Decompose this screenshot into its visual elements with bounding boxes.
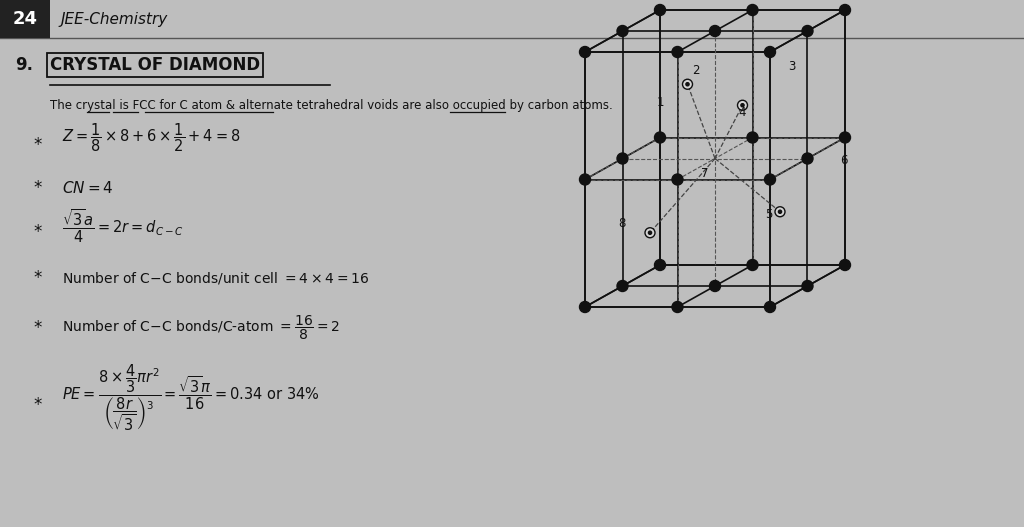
Text: 1: 1 [657,96,665,109]
Text: 9.: 9. [15,56,33,74]
Text: Number of C$-$C bonds/C-atom $= \dfrac{16}{8} = 2$: Number of C$-$C bonds/C-atom $= \dfrac{1… [62,314,340,342]
Circle shape [802,280,813,291]
Text: 5: 5 [766,208,773,221]
Circle shape [802,153,813,164]
Circle shape [672,301,683,313]
Circle shape [654,132,666,143]
Text: *: * [34,319,42,337]
Circle shape [746,132,758,143]
Circle shape [654,259,666,270]
Text: JEE-Chemistry: JEE-Chemistry [60,12,167,26]
Text: 7: 7 [701,167,709,180]
Circle shape [737,100,748,110]
Circle shape [765,174,775,185]
FancyBboxPatch shape [0,0,50,38]
Circle shape [672,46,683,57]
Circle shape [645,228,655,238]
Text: 24: 24 [12,10,38,28]
Circle shape [686,83,689,86]
Circle shape [710,25,721,36]
Circle shape [580,301,591,313]
Text: $PE = \dfrac{8\times\dfrac{4}{3}\pi r^{2}}{\left(\dfrac{8r}{\sqrt{3}}\right)^{3}: $PE = \dfrac{8\times\dfrac{4}{3}\pi r^{2… [62,363,319,433]
Circle shape [840,132,851,143]
Circle shape [617,153,628,164]
Circle shape [765,46,775,57]
Circle shape [672,174,683,185]
Text: Number of C$-$C bonds/unit cell $= 4\times4=16$: Number of C$-$C bonds/unit cell $= 4\tim… [62,270,370,286]
Circle shape [741,104,744,107]
Circle shape [765,301,775,313]
Circle shape [580,174,591,185]
Circle shape [775,207,785,217]
Circle shape [778,210,781,213]
Circle shape [617,280,628,291]
Circle shape [802,25,813,36]
Circle shape [648,231,651,235]
Circle shape [840,259,851,270]
Text: *: * [34,223,42,241]
Circle shape [683,79,692,89]
Text: 2: 2 [692,64,700,76]
Text: CRYSTAL OF DIAMOND: CRYSTAL OF DIAMOND [50,56,260,74]
Text: $CN = 4$: $CN = 4$ [62,180,114,196]
Circle shape [617,25,628,36]
Text: *: * [34,396,42,414]
Circle shape [746,259,758,270]
Text: 6: 6 [841,154,848,167]
Circle shape [746,5,758,15]
Text: *: * [34,269,42,287]
Text: 4: 4 [738,106,746,120]
Circle shape [840,5,851,15]
Text: 3: 3 [788,60,796,73]
Text: $\dfrac{\sqrt{3}a}{4} = 2r = d_{C-C}$: $\dfrac{\sqrt{3}a}{4} = 2r = d_{C-C}$ [62,207,184,245]
Text: *: * [34,179,42,197]
Text: *: * [34,136,42,154]
Circle shape [654,5,666,15]
Text: 8: 8 [618,217,626,229]
Text: $Z = \dfrac{1}{8}\times8 + 6\times\dfrac{1}{2} + 4 = 8$: $Z = \dfrac{1}{8}\times8 + 6\times\dfrac… [62,122,241,154]
Circle shape [580,46,591,57]
Text: The crystal is FCC for C atom & alternate tetrahedral voids are also occupied by: The crystal is FCC for C atom & alternat… [50,99,612,112]
Circle shape [710,280,721,291]
